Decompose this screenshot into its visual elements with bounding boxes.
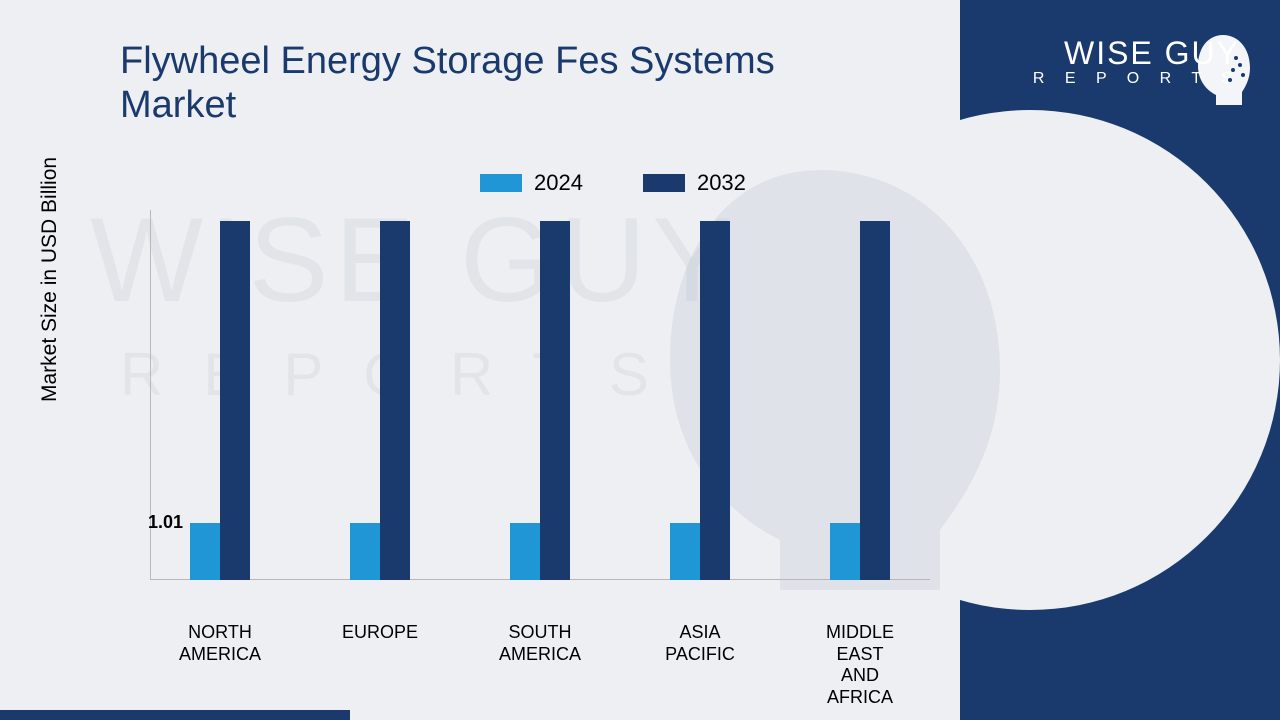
x-axis-label: SOUTHAMERICA bbox=[480, 622, 600, 665]
bar bbox=[380, 221, 410, 580]
x-axis-label: MIDDLEEASTANDAFRICA bbox=[800, 622, 920, 708]
bar bbox=[350, 523, 380, 580]
bar-group bbox=[670, 221, 730, 580]
legend-item: 2024 bbox=[480, 170, 583, 196]
legend-label: 2024 bbox=[534, 170, 583, 196]
bar bbox=[670, 523, 700, 580]
bar-group bbox=[350, 221, 410, 580]
legend-label: 2032 bbox=[697, 170, 746, 196]
x-axis-label: ASIAPACIFIC bbox=[640, 622, 760, 665]
plot-area: NORTHAMERICAEUROPESOUTHAMERICAASIAPACIFI… bbox=[150, 210, 930, 580]
logo: WISE GUY R E P O R T S bbox=[1033, 35, 1240, 88]
x-axis-label: EUROPE bbox=[320, 622, 440, 644]
bar bbox=[860, 221, 890, 580]
legend: 2024 2032 bbox=[480, 170, 746, 196]
chart-title: Flywheel Energy Storage Fes Systems Mark… bbox=[120, 40, 840, 127]
bar bbox=[830, 523, 860, 580]
bar-group bbox=[510, 221, 570, 580]
bar bbox=[700, 221, 730, 580]
x-axis-label: NORTHAMERICA bbox=[160, 622, 280, 665]
bar bbox=[220, 221, 250, 580]
y-tick-label: 1.01 bbox=[148, 512, 183, 533]
bar bbox=[190, 523, 220, 580]
bottom-accent-bar bbox=[0, 710, 350, 720]
bar-group bbox=[190, 221, 250, 580]
legend-swatch bbox=[643, 174, 685, 192]
chart-area: Market Size in USD Billion 2024 2032 NOR… bbox=[60, 170, 940, 670]
bar bbox=[540, 221, 570, 580]
legend-swatch bbox=[480, 174, 522, 192]
legend-item: 2032 bbox=[643, 170, 746, 196]
head-icon bbox=[1188, 30, 1258, 110]
bar bbox=[510, 523, 540, 580]
bar-group bbox=[830, 221, 890, 580]
y-axis-label: Market Size in USD Billion bbox=[38, 157, 62, 402]
